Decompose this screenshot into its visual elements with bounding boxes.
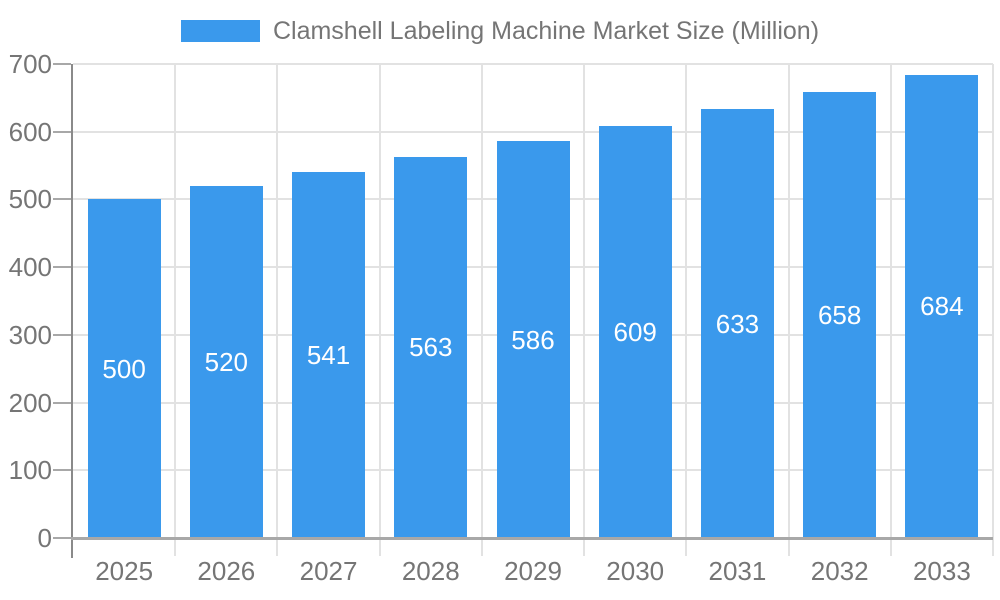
bar-2030[interactable] (598, 125, 672, 538)
chart-legend: Clamshell Labeling Machine Market Size (… (0, 17, 1000, 45)
bar-value-label: 658 (817, 300, 862, 331)
bar-2025[interactable] (87, 199, 161, 538)
bar-value-label: 500 (102, 353, 146, 384)
bar-2029[interactable] (496, 141, 570, 538)
bar-value-label: 541 (306, 339, 351, 370)
y-axis-tick (53, 130, 71, 133)
legend-item[interactable]: Clamshell Labeling Machine Market Size (… (180, 17, 820, 45)
y-axis-tick (53, 63, 71, 65)
bar-2033[interactable] (905, 74, 979, 538)
y-axis-label: 400 (8, 252, 52, 283)
bar-value-label: 609 (613, 316, 657, 347)
x-axis-label: 2025 (95, 556, 154, 586)
bar-2026[interactable] (189, 185, 263, 538)
x-axis-label: 2026 (197, 556, 256, 586)
x-axis-label: 2033 (912, 556, 971, 586)
bar-2027[interactable] (292, 171, 366, 538)
gridline-vertical (480, 64, 483, 556)
bar-value-label: 520 (204, 346, 249, 377)
y-axis-tick (53, 333, 71, 336)
gridline-vertical (889, 64, 892, 556)
gridline-vertical (685, 64, 688, 556)
x-axis-label: 2031 (708, 556, 767, 586)
gridline-horizontal (73, 130, 993, 133)
bar-2032[interactable] (803, 92, 877, 538)
bar-value-label: 563 (409, 332, 453, 363)
y-axis-tick (53, 266, 71, 269)
y-axis-label: 200 (8, 387, 52, 418)
y-axis-tick (53, 469, 71, 472)
y-axis-tick (53, 537, 71, 539)
legend-swatch (180, 20, 260, 42)
bar-2031[interactable] (700, 109, 774, 538)
x-axis-label: 2030 (606, 556, 665, 586)
bar-value-label: 684 (920, 291, 964, 322)
x-axis-line (71, 537, 993, 540)
bar-value-label: 633 (715, 308, 760, 339)
gridline-vertical (787, 64, 790, 556)
y-axis-label: 600 (8, 116, 52, 147)
y-axis-label: 300 (8, 319, 52, 350)
gridline-vertical (378, 64, 381, 556)
bar-2028[interactable] (394, 156, 468, 538)
gridline-vertical (583, 64, 586, 556)
gridline-vertical (276, 64, 279, 556)
gridline-horizontal (73, 63, 993, 65)
x-axis-label: 2029 (504, 556, 562, 586)
gridline-vertical (992, 64, 994, 556)
y-axis-label: 100 (8, 455, 52, 486)
y-axis-line (71, 64, 73, 558)
x-axis-label: 2028 (401, 556, 460, 586)
y-axis-label: 500 (8, 184, 52, 215)
y-axis-label: 700 (8, 49, 52, 79)
legend-label: Clamshell Labeling Machine Market Size (… (272, 17, 820, 45)
y-axis-tick (53, 198, 71, 201)
gridline-vertical (174, 64, 177, 556)
y-axis-tick (53, 401, 71, 404)
x-axis-label: 2032 (810, 556, 869, 586)
x-axis-label: 2027 (299, 556, 358, 586)
bar-value-label: 586 (511, 324, 555, 355)
y-axis-label: 0 (37, 523, 52, 553)
